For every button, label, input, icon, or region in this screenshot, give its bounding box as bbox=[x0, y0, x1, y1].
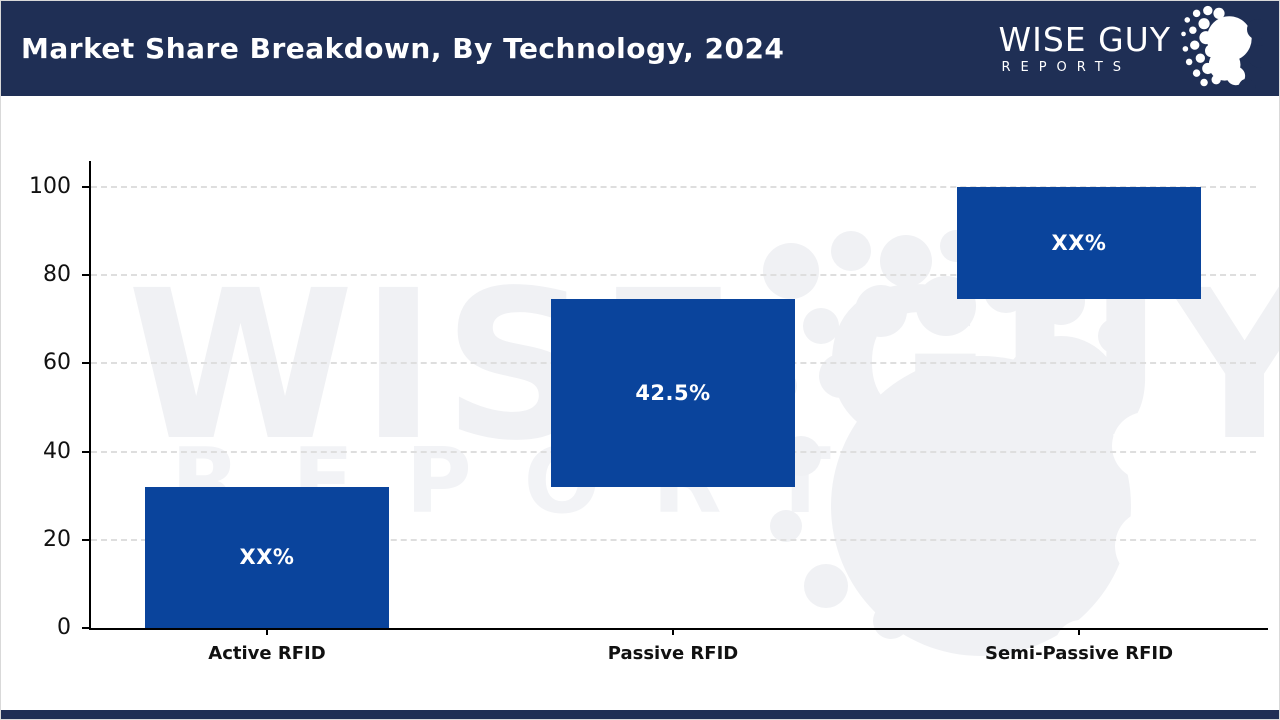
gridline-20 bbox=[91, 538, 1256, 541]
bar-passive-rfid: 42.5% bbox=[551, 299, 795, 487]
gridline-80 bbox=[91, 274, 1256, 277]
y-tick-label-0: 0 bbox=[57, 615, 71, 640]
x-tick-0 bbox=[266, 628, 268, 635]
bar-value-label: XX% bbox=[239, 545, 295, 570]
bar-value-label: XX% bbox=[1051, 231, 1107, 256]
y-tick-label-80: 80 bbox=[43, 262, 71, 288]
brand-logo: WISE GUY REPORTS bbox=[998, 5, 1271, 96]
page-title: Market Share Breakdown, By Technology, 2… bbox=[21, 32, 785, 65]
x-tick-1 bbox=[672, 628, 674, 635]
wiseguy-face-icon bbox=[1175, 5, 1271, 96]
y-tick-20 bbox=[82, 538, 89, 541]
y-tick-label-60: 60 bbox=[43, 350, 71, 376]
y-tick-label-40: 40 bbox=[43, 438, 71, 464]
y-tick-40 bbox=[82, 450, 89, 453]
gridline-100 bbox=[91, 186, 1256, 188]
category-label-2: Semi-Passive RFID bbox=[984, 643, 1174, 664]
footer-bar bbox=[1, 710, 1279, 719]
x-tick-2 bbox=[1078, 628, 1080, 635]
header-bar: Market Share Breakdown, By Technology, 2… bbox=[1, 1, 1279, 96]
plot-area: 0 20 40 60 80 100 XX% Active RFID 42.5% Passive R… bbox=[29, 161, 1268, 664]
y-tick-label-20: 20 bbox=[43, 526, 71, 552]
bar-value-label: 42.5% bbox=[635, 381, 711, 406]
category-label-1: Passive RFID bbox=[607, 643, 739, 664]
category-label-0: Active RFID bbox=[208, 643, 326, 664]
brand-text: WISE GUY REPORTS bbox=[998, 23, 1171, 74]
y-tick-0 bbox=[82, 627, 89, 629]
y-tick-80 bbox=[82, 274, 89, 277]
brand-subtitle: REPORTS bbox=[1001, 60, 1132, 75]
bar-semi-passive-rfid: XX% bbox=[957, 187, 1201, 300]
bar-active-rfid: XX% bbox=[145, 486, 389, 628]
brand-name: WISE GUY bbox=[998, 20, 1171, 59]
y-tick-label-100: 100 bbox=[29, 174, 71, 199]
y-tick-100 bbox=[82, 186, 89, 188]
y-tick-60 bbox=[82, 362, 89, 365]
